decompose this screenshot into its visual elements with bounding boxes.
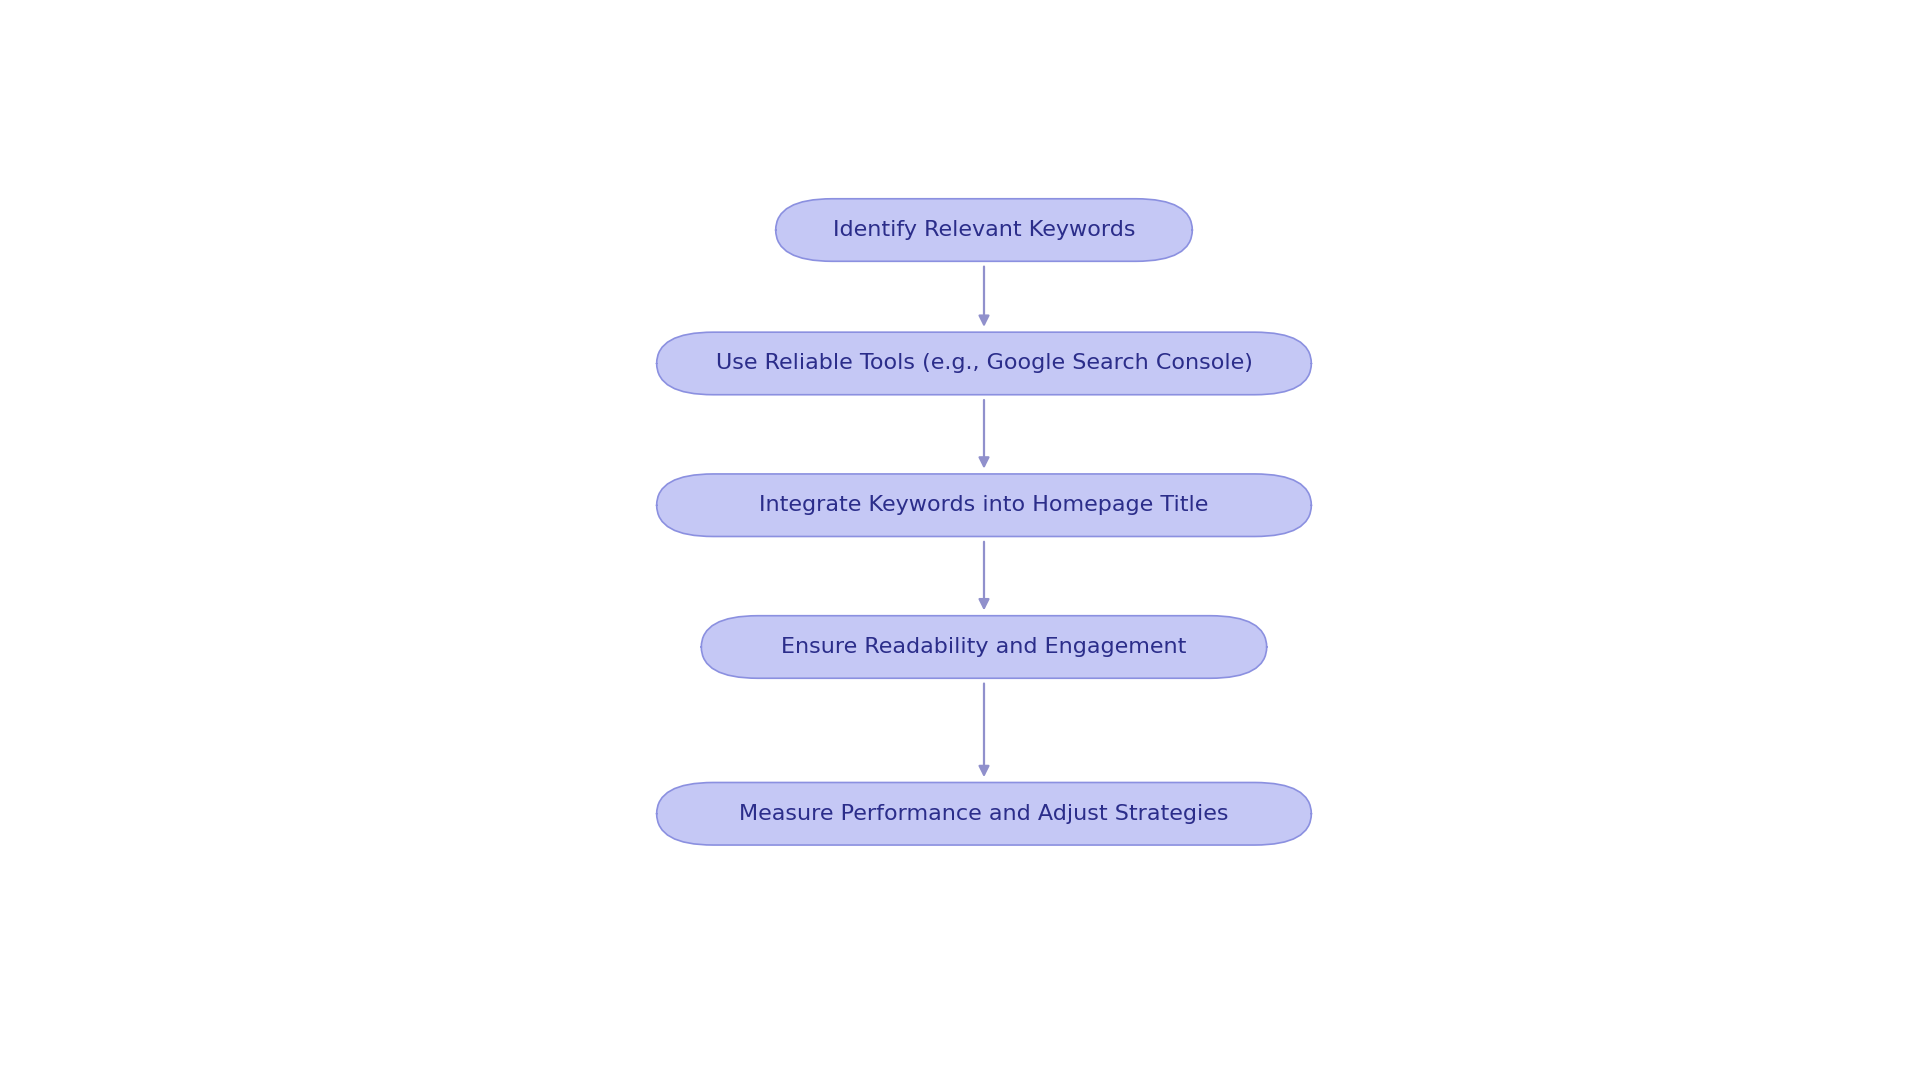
Text: Identify Relevant Keywords: Identify Relevant Keywords [833, 220, 1135, 240]
FancyBboxPatch shape [701, 616, 1267, 678]
FancyBboxPatch shape [776, 199, 1192, 261]
Text: Measure Performance and Adjust Strategies: Measure Performance and Adjust Strategie… [739, 804, 1229, 824]
FancyBboxPatch shape [657, 783, 1311, 845]
FancyBboxPatch shape [657, 474, 1311, 536]
Text: Integrate Keywords into Homepage Title: Integrate Keywords into Homepage Title [758, 495, 1210, 516]
Text: Use Reliable Tools (e.g., Google Search Console): Use Reliable Tools (e.g., Google Search … [716, 353, 1252, 374]
Text: Ensure Readability and Engagement: Ensure Readability and Engagement [781, 637, 1187, 657]
FancyBboxPatch shape [657, 332, 1311, 394]
